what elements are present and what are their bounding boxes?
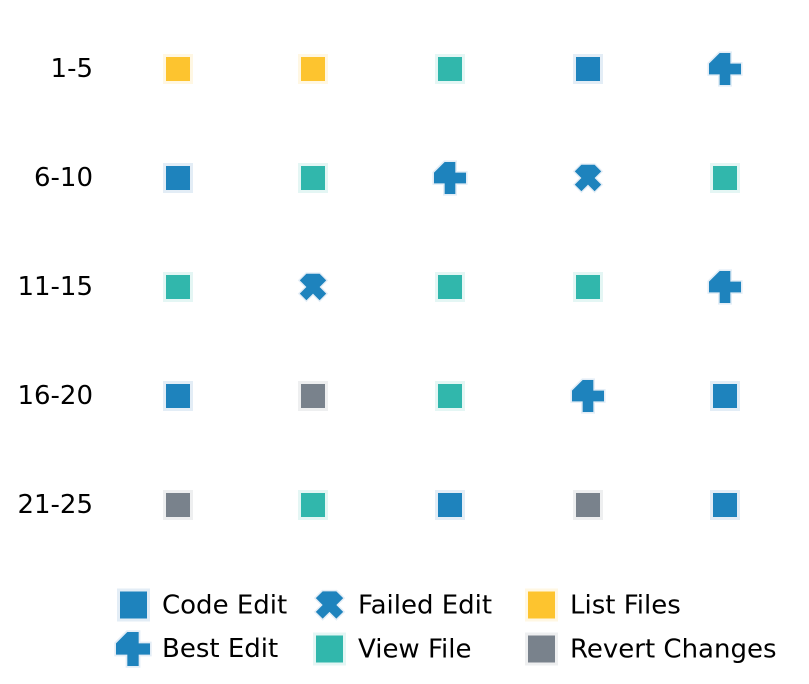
row-label-21-25: 21-25 <box>17 490 93 520</box>
marker-code-edit-icon <box>166 166 190 190</box>
legend-item-failed-edit: Failed Edit <box>307 589 493 621</box>
legend-item-revert-changes: Revert Changes <box>519 634 777 664</box>
legend-item-code-edit: Code Edit <box>111 590 288 620</box>
revert-changes-swatch-icon <box>519 635 563 663</box>
failed-edit-swatch-icon <box>307 589 351 621</box>
legend-item-view-file: View File <box>307 634 472 664</box>
row-label-11-15: 11-15 <box>17 272 93 302</box>
marker-code-edit-icon <box>576 57 600 81</box>
marker-code-edit-icon <box>166 384 190 408</box>
marker-best-edit-icon <box>570 378 606 414</box>
marker-view-file-icon <box>438 275 462 299</box>
marker-failed-edit-icon <box>297 272 329 303</box>
marker-view-file-icon <box>576 275 600 299</box>
legend-label-code-edit: Code Edit <box>162 590 288 620</box>
marker-view-file-icon <box>301 166 325 190</box>
legend-label-revert-changes: Revert Changes <box>570 634 777 664</box>
row-label-6-10: 6-10 <box>33 163 93 193</box>
marker-view-file-icon <box>301 493 325 517</box>
legend-label-best-edit: Best Edit <box>162 634 279 664</box>
marker-view-file-icon <box>166 275 190 299</box>
best-edit-swatch-icon <box>111 630 155 668</box>
legend-label-failed-edit: Failed Edit <box>358 590 493 620</box>
marker-best-edit-icon <box>432 160 468 196</box>
marker-view-file-icon <box>438 384 462 408</box>
legend-item-list-files: List Files <box>519 590 681 620</box>
code-edit-swatch-icon <box>111 591 155 619</box>
legend-label-view-file: View File <box>358 634 472 664</box>
row-label-16-20: 16-20 <box>17 381 93 411</box>
marker-code-edit-icon <box>438 493 462 517</box>
marker-list-files-icon <box>166 57 190 81</box>
marker-revert-changes-icon <box>301 384 325 408</box>
marker-revert-changes-icon <box>166 493 190 517</box>
marker-revert-changes-icon <box>576 493 600 517</box>
marker-code-edit-icon <box>713 384 737 408</box>
marker-failed-edit-icon <box>572 163 604 194</box>
marker-view-file-icon <box>438 57 462 81</box>
marker-list-files-icon <box>301 57 325 81</box>
legend-label-list-files: List Files <box>570 590 681 620</box>
row-label-1-5: 1-5 <box>50 54 93 84</box>
list-files-swatch-icon <box>519 591 563 619</box>
marker-best-edit-icon <box>707 51 743 87</box>
marker-view-file-icon <box>713 166 737 190</box>
view-file-swatch-icon <box>307 635 351 663</box>
marker-code-edit-icon <box>713 493 737 517</box>
legend-item-best-edit: Best Edit <box>111 630 279 668</box>
marker-best-edit-icon <box>707 269 743 305</box>
